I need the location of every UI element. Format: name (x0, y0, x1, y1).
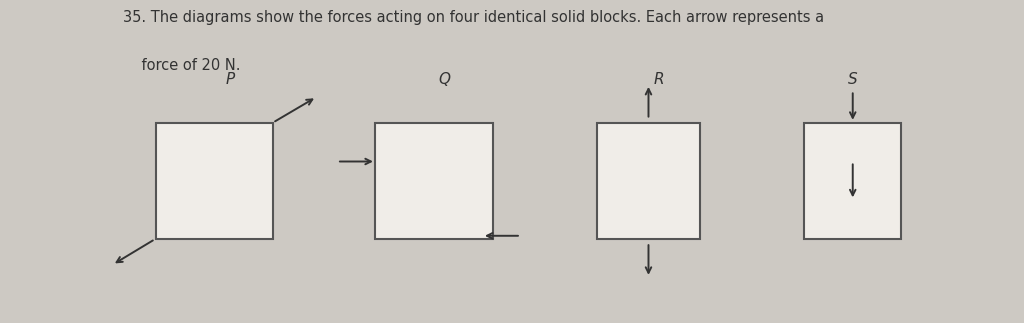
Bar (156, 123, 273, 239)
Text: R: R (653, 72, 664, 87)
Bar (376, 123, 493, 239)
Text: P: P (225, 72, 234, 87)
Text: Q: Q (438, 72, 451, 87)
Text: 35. The diagrams show the forces acting on four identical solid blocks. Each arr: 35. The diagrams show the forces acting … (123, 10, 823, 25)
Text: S: S (848, 72, 857, 87)
Bar (597, 123, 699, 239)
Bar (804, 123, 901, 239)
Text: force of 20 N.: force of 20 N. (123, 58, 240, 73)
